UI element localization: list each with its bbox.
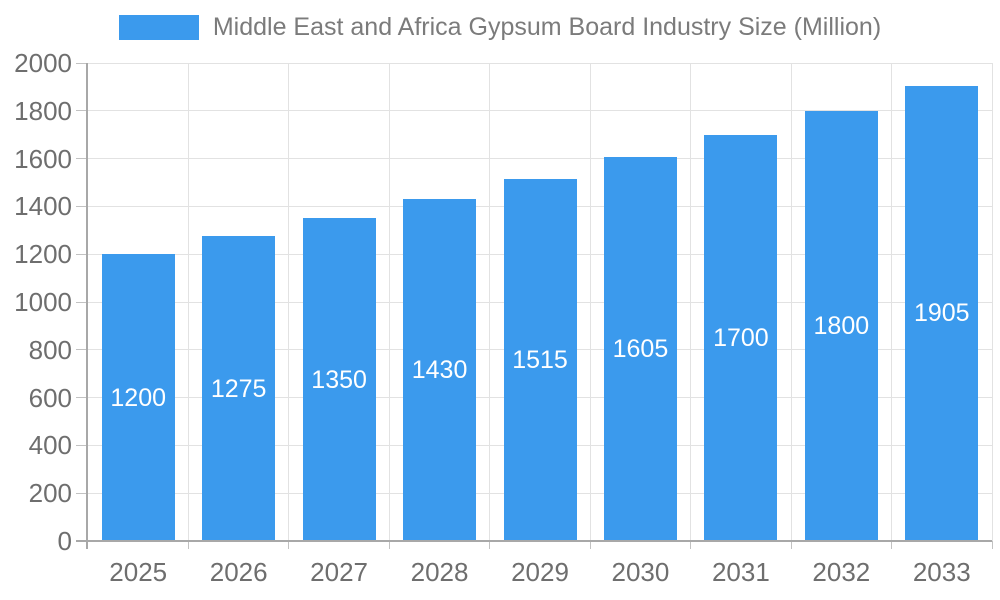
bar-2025[interactable] bbox=[101, 254, 175, 541]
y-axis-label: 0 bbox=[57, 526, 72, 556]
y-axis-tick bbox=[76, 444, 88, 446]
x-axis-label: 2026 bbox=[209, 557, 268, 587]
x-axis-label: 2032 bbox=[812, 557, 871, 587]
x-gridline bbox=[388, 63, 390, 541]
x-gridline bbox=[187, 63, 189, 541]
bar-2028[interactable] bbox=[403, 199, 477, 541]
bar-2032[interactable] bbox=[804, 110, 878, 541]
y-axis-tick bbox=[76, 62, 88, 64]
x-axis-label: 2027 bbox=[310, 557, 369, 587]
x-axis-label: 2028 bbox=[410, 557, 469, 587]
x-axis-label: 2025 bbox=[109, 557, 168, 587]
y-axis-tick bbox=[76, 205, 88, 207]
y-axis-label: 800 bbox=[28, 334, 72, 365]
x-axis-tick bbox=[489, 541, 491, 549]
y-axis-label: 1400 bbox=[14, 191, 72, 222]
x-axis-tick bbox=[991, 541, 993, 549]
x-axis-tick bbox=[790, 541, 792, 549]
y-axis-tick bbox=[76, 158, 88, 160]
y-axis-label: 1800 bbox=[14, 95, 72, 126]
y-gridline bbox=[88, 158, 992, 160]
bar-2031[interactable] bbox=[704, 134, 778, 541]
y-axis-label: 1200 bbox=[14, 239, 72, 270]
bar-2026[interactable] bbox=[202, 236, 276, 541]
y-gridline bbox=[88, 110, 992, 112]
bar-2027[interactable] bbox=[302, 218, 376, 541]
y-axis-tick bbox=[76, 110, 88, 112]
bar-value-label: 1800 bbox=[813, 311, 870, 340]
bar-value-label: 1700 bbox=[713, 323, 769, 352]
y-axis-label: 200 bbox=[28, 478, 72, 509]
bar-value-label: 1430 bbox=[411, 356, 468, 385]
x-axis-tick bbox=[891, 541, 893, 549]
bar-value-label: 1515 bbox=[512, 345, 568, 374]
x-axis-label: 2029 bbox=[511, 557, 569, 587]
y-gridline bbox=[88, 62, 992, 64]
x-axis-label: 2030 bbox=[611, 557, 670, 587]
bar-value-label: 1200 bbox=[110, 383, 167, 412]
x-gridline bbox=[891, 63, 893, 541]
x-gridline bbox=[288, 63, 290, 541]
y-axis-label: 400 bbox=[28, 430, 72, 461]
x-axis-label: 2033 bbox=[912, 557, 971, 587]
x-gridline bbox=[589, 63, 591, 541]
y-axis-line bbox=[86, 63, 88, 549]
legend-item[interactable]: Middle East and Africa Gypsum Board Indu… bbox=[0, 13, 1000, 42]
y-axis-tick bbox=[76, 397, 88, 399]
y-axis-label: 1000 bbox=[14, 287, 72, 317]
x-gridline bbox=[790, 63, 792, 541]
bar-value-label: 1605 bbox=[612, 335, 669, 364]
bar-value-label: 1350 bbox=[311, 365, 367, 394]
y-axis-tick bbox=[76, 492, 88, 494]
y-axis-label: 2000 bbox=[14, 48, 72, 78]
x-axis-tick bbox=[690, 541, 692, 549]
y-axis-label: 600 bbox=[28, 382, 72, 413]
bar-value-label: 1905 bbox=[913, 299, 970, 328]
x-gridline bbox=[991, 63, 993, 541]
bar-2029[interactable] bbox=[503, 178, 577, 541]
x-gridline bbox=[489, 63, 491, 541]
x-axis-tick bbox=[388, 541, 390, 549]
x-axis-tick bbox=[589, 541, 591, 549]
y-axis-tick bbox=[76, 349, 88, 351]
legend-swatch bbox=[118, 15, 199, 41]
y-axis-tick bbox=[76, 301, 88, 303]
bar-2033[interactable] bbox=[905, 85, 979, 541]
legend-label: Middle East and Africa Gypsum Board Indu… bbox=[212, 13, 882, 41]
x-axis-tick bbox=[187, 541, 189, 549]
x-axis-label: 2031 bbox=[711, 557, 770, 587]
x-axis-tick bbox=[288, 541, 290, 549]
bar-2030[interactable] bbox=[603, 157, 677, 541]
bar-value-label: 1275 bbox=[210, 374, 267, 403]
y-axis-label: 1600 bbox=[14, 143, 72, 174]
x-axis-line bbox=[76, 540, 992, 542]
x-gridline bbox=[690, 63, 692, 541]
y-axis-tick bbox=[76, 253, 88, 255]
